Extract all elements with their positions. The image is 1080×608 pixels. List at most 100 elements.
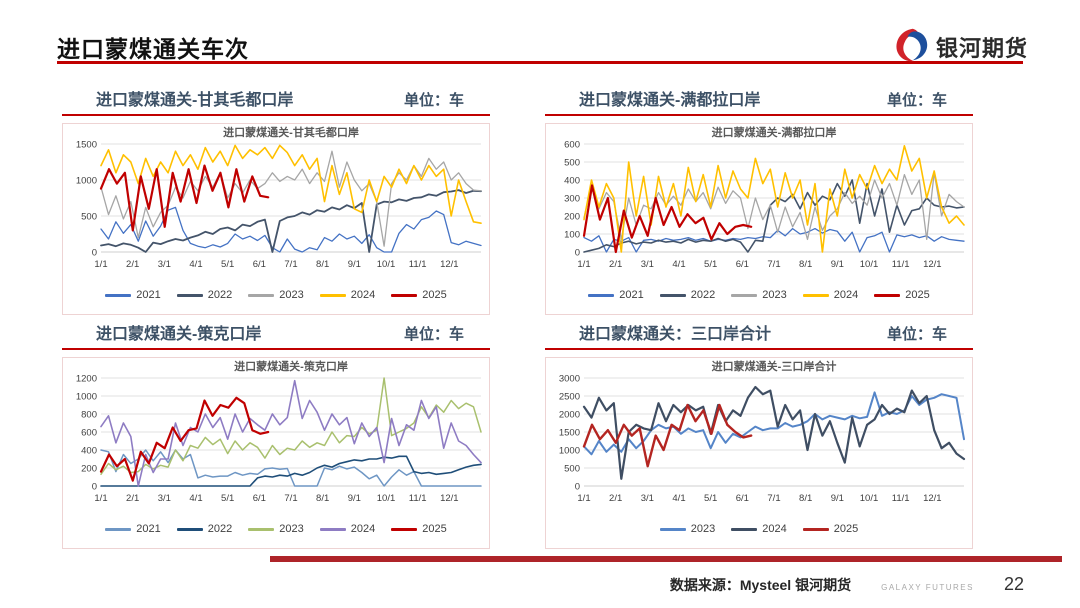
svg-text:12/1: 12/1 — [923, 259, 942, 270]
panel-header: 进口蒙煤通关-甘其毛都口岸 单位：车 — [62, 86, 490, 116]
svg-text:2000: 2000 — [559, 410, 580, 421]
svg-text:9/1: 9/1 — [831, 493, 844, 504]
legend-item-2023: 2023 — [731, 289, 787, 301]
chart-box: 进口蒙煤通关-策克口岸 0 200 400 600 800 1000 1200 1/1 2/1 3/… — [62, 357, 490, 549]
legend-label: 2022 — [690, 289, 716, 301]
chart-box: 进口蒙煤通关-甘其毛都口岸 0 500 1000 1500 1/1 2/1 3/1 4/1 5/1… — [62, 123, 490, 315]
chart-legend: 2023 2024 2025 — [659, 516, 859, 542]
svg-text:11/1: 11/1 — [409, 493, 427, 504]
title-rule-divider — [57, 61, 1023, 64]
legend-label: 2023 — [279, 523, 304, 535]
panel-unit-label: 单位：车 — [886, 92, 947, 109]
svg-text:800: 800 — [81, 410, 97, 421]
svg-text:10/1: 10/1 — [860, 493, 879, 504]
brand-wordmark: GALAXY FUTURES — [881, 583, 974, 592]
legend-line-swatch — [319, 527, 346, 531]
chart-svg: 进口蒙煤通关-甘其毛都口岸 0 500 1000 1500 1/1 2/1 3/1 4/1 5/1… — [76, 125, 482, 270]
svg-text:6/1: 6/1 — [253, 259, 266, 270]
svg-text:400: 400 — [564, 176, 580, 187]
svg-text:0: 0 — [92, 482, 97, 493]
svg-text:3/1: 3/1 — [158, 493, 171, 504]
svg-text:1200: 1200 — [76, 374, 97, 385]
svg-text:3/1: 3/1 — [641, 493, 654, 504]
svg-text:1/1: 1/1 — [577, 259, 590, 270]
svg-text:1500: 1500 — [559, 428, 580, 439]
legend-item-2024: 2024 — [731, 523, 787, 535]
panel-unit-label: 单位：车 — [403, 326, 464, 343]
legend-line-swatch — [802, 527, 829, 531]
legend-line-swatch — [105, 527, 132, 531]
svg-text:4/1: 4/1 — [672, 259, 685, 270]
svg-text:0: 0 — [92, 248, 97, 259]
legend-label: 2022 — [207, 523, 233, 535]
legend-item-2025: 2025 — [391, 289, 447, 301]
legend-line-swatch — [391, 527, 418, 531]
legend-label: 2025 — [833, 523, 859, 535]
svg-text:7/1: 7/1 — [767, 493, 780, 504]
svg-text:8/1: 8/1 — [316, 259, 329, 270]
svg-text:1000: 1000 — [76, 176, 97, 187]
svg-text:进口蒙煤通关-三口岸合计: 进口蒙煤通关-三口岸合计 — [712, 359, 837, 373]
svg-text:1/1: 1/1 — [94, 259, 107, 270]
svg-text:2/1: 2/1 — [126, 493, 139, 504]
svg-text:5/1: 5/1 — [221, 493, 234, 504]
svg-text:6/1: 6/1 — [736, 493, 749, 504]
legend-line-swatch — [248, 293, 275, 297]
svg-text:5/1: 5/1 — [704, 259, 717, 270]
svg-text:11/1: 11/1 — [892, 493, 910, 504]
panel-unit-label: 单位：车 — [886, 326, 947, 343]
svg-text:600: 600 — [564, 140, 580, 151]
panel-header: 进口蒙煤通关：三口岸合计 单位：车 — [545, 320, 973, 350]
legend-item-2021: 2021 — [588, 289, 644, 301]
svg-text:200: 200 — [564, 212, 580, 223]
galaxy-swirl-icon — [893, 26, 929, 67]
line-chart-mandula: 进口蒙煤通关-满都拉口岸 0 100 200 300 400 500 600 1/1 2/1 3/1… — [546, 124, 972, 282]
svg-text:7/1: 7/1 — [284, 259, 297, 270]
legend-label: 2024 — [350, 289, 376, 301]
svg-text:10/1: 10/1 — [860, 259, 879, 270]
svg-text:400: 400 — [81, 446, 97, 457]
svg-text:5/1: 5/1 — [221, 259, 234, 270]
svg-text:1/1: 1/1 — [577, 493, 590, 504]
legend-label: 2021 — [136, 289, 161, 301]
svg-text:进口蒙煤通关-策克口岸: 进口蒙煤通关-策克口岸 — [234, 359, 348, 373]
svg-text:4/1: 4/1 — [672, 493, 685, 504]
svg-text:200: 200 — [81, 464, 97, 475]
legend-label: 2023 — [279, 289, 304, 301]
legend-label: 2024 — [833, 289, 859, 301]
panel-title: 进口蒙煤通关-满都拉口岸 — [579, 92, 761, 109]
svg-text:7/1: 7/1 — [284, 493, 297, 504]
svg-text:3/1: 3/1 — [158, 259, 171, 270]
chart-panel-ceke: 进口蒙煤通关-策克口岸 单位：车 进口蒙煤通关-策克口岸 0 200 400 600 80… — [62, 320, 490, 549]
svg-text:5/1: 5/1 — [704, 493, 717, 504]
line-chart-ceke: 进口蒙煤通关-策克口岸 0 200 400 600 800 1000 1200 1/1 2/1 3/… — [63, 358, 489, 516]
chart-svg: 进口蒙煤通关-三口岸合计 0 500 1000 1500 2000 2500 3000 1/1 2… — [559, 359, 966, 504]
svg-text:0: 0 — [575, 482, 580, 493]
panel-unit-label: 单位：车 — [403, 92, 464, 109]
svg-text:8/1: 8/1 — [799, 259, 812, 270]
svg-text:1000: 1000 — [559, 446, 580, 457]
data-source-label: 数据来源：Mysteel 银河期货 — [669, 577, 852, 593]
svg-text:3000: 3000 — [559, 374, 580, 385]
svg-text:10/1: 10/1 — [377, 259, 396, 270]
legend-line-swatch — [176, 527, 203, 531]
legend-line-swatch — [659, 293, 686, 297]
svg-text:100: 100 — [564, 230, 580, 241]
line-chart-three-ports-total: 进口蒙煤通关-三口岸合计 0 500 1000 1500 2000 2500 3000 1/1 2… — [546, 358, 972, 516]
svg-text:6/1: 6/1 — [253, 493, 266, 504]
legend-item-2024: 2024 — [319, 523, 376, 535]
legend-line-swatch — [802, 293, 829, 297]
panel-title: 进口蒙煤通关-策克口岸 — [96, 326, 262, 343]
company-logo-text: 银河期货 — [935, 35, 1028, 61]
legend-label: 2021 — [136, 523, 161, 535]
legend-item-2021: 2021 — [105, 289, 161, 301]
svg-text:进口蒙煤通关-甘其毛都口岸: 进口蒙煤通关-甘其毛都口岸 — [223, 125, 359, 139]
chart-svg: 进口蒙煤通关-策克口岸 0 200 400 600 800 1000 1200 1/1 2/1 3/… — [76, 359, 482, 504]
svg-text:500: 500 — [564, 464, 580, 475]
panel-header: 进口蒙煤通关-策克口岸 单位：车 — [62, 320, 490, 350]
legend-label: 2024 — [350, 523, 376, 535]
legend-label: 2023 — [690, 523, 716, 535]
svg-text:1/1: 1/1 — [94, 493, 107, 504]
svg-text:0: 0 — [575, 248, 580, 259]
